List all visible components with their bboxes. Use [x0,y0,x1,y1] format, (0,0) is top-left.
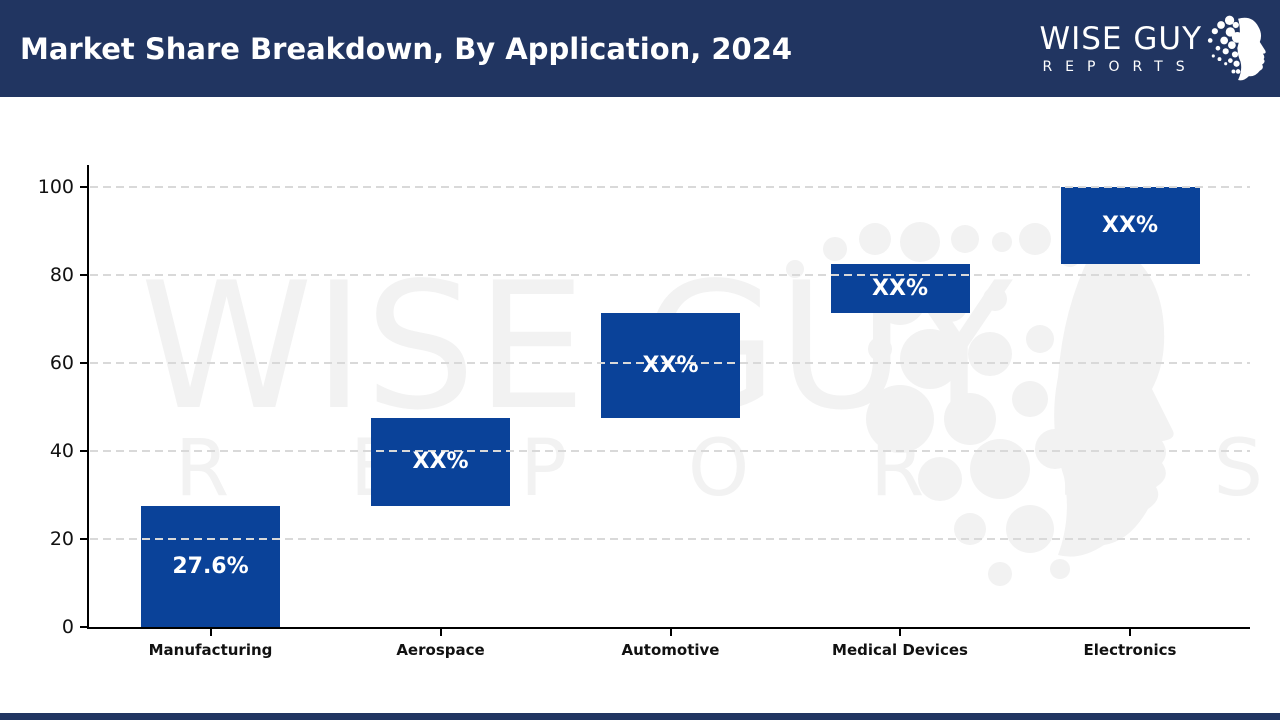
wise-guy-reports-logo: WISE GUY REPORTS [1039,0,1266,97]
logo-wordmark: WISE GUY [1039,20,1202,57]
x-category-label: Automotive [621,641,720,659]
x-category-label: Aerospace [396,641,485,659]
y-tick-mark [80,450,88,452]
page-title: Market Share Breakdown, By Application, … [20,31,793,66]
footer-bar [0,713,1280,720]
bar-value-label: XX% [642,353,699,379]
y-tick-label: 20 [49,528,74,550]
bar-segment [601,313,740,419]
bar-value-label: XX% [1102,212,1158,238]
gridline [90,274,1250,276]
y-tick-label: 60 [49,352,74,374]
header-bar: Market Share Breakdown, By Application, … [0,0,1280,97]
y-tick-mark [80,538,88,540]
bar-segment [830,263,970,314]
y-tick-mark [80,362,88,364]
gridline [90,450,1250,452]
y-tick-label: 100 [37,176,74,198]
gridline [90,186,1250,188]
watermark-wordmark: WISE GUY [140,246,1013,449]
watermark: WISE GUY R E P O R T S [0,97,1280,713]
gridline [90,362,1250,364]
y-tick-mark [80,626,88,628]
bar-segment [141,505,280,627]
y-axis [87,165,89,629]
y-tick-label: 40 [49,440,74,462]
y-tick-mark [80,186,88,188]
y-tick-label: 80 [49,264,74,286]
watermark-subtext: R E P O R T S [175,424,1280,514]
x-tick-mark [439,629,442,636]
x-category-label: Manufacturing [148,641,273,659]
gridline [90,538,1250,540]
x-tick-mark [1129,629,1131,636]
watermark-head-dots [786,215,1174,586]
y-tick-label: 0 [61,616,74,638]
x-tick-mark [899,629,901,636]
logo-subtext: REPORTS [1042,58,1198,75]
x-category-label: Medical Devices [832,641,968,659]
bar-value-label: XX% [412,449,469,475]
x-category-label: Electronics [1083,641,1177,659]
y-tick-mark [80,274,88,276]
x-tick-mark [669,629,672,636]
logo-text: WISE GUY REPORTS [1039,20,1202,75]
x-axis [87,627,1250,629]
bar-value-label: 27.6% [172,553,249,579]
x-tick-mark [209,629,212,636]
dotted-head-icon [1207,15,1266,80]
bar-value-label: XX% [872,275,928,301]
bar-segment [1060,187,1200,264]
bar-segment [371,418,510,506]
